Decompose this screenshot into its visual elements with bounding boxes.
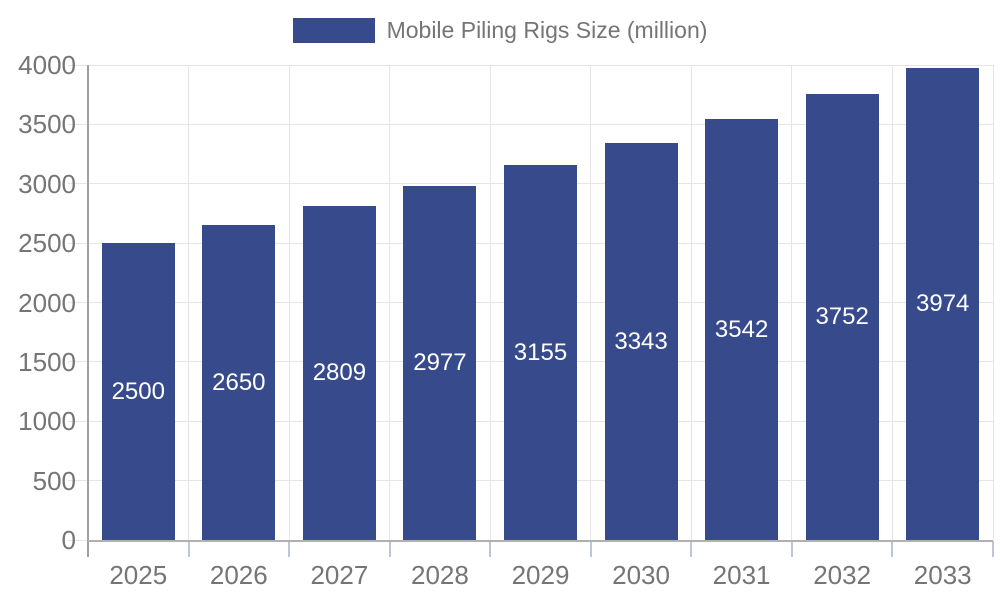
y-axis-tick	[68, 123, 88, 125]
y-axis-label: 3000	[18, 168, 76, 199]
y-axis-tick	[68, 64, 88, 66]
bar-value-label: 3343	[614, 327, 668, 355]
x-axis-tick	[891, 541, 894, 557]
bar-2030[interactable]	[604, 143, 678, 540]
y-axis-tick	[68, 183, 88, 185]
gridline-vertical	[188, 65, 190, 540]
y-axis-label: 1000	[18, 406, 76, 437]
gridline-vertical	[389, 65, 391, 540]
y-axis-label: 3500	[18, 109, 76, 140]
x-axis-label: 2027	[310, 560, 369, 590]
x-axis-label: 2031	[712, 560, 771, 590]
x-axis-label: 2030	[612, 560, 670, 590]
bar-2028[interactable]	[403, 186, 477, 540]
x-axis-line	[88, 540, 993, 542]
y-axis-tick	[68, 480, 88, 482]
x-axis-label: 2032	[813, 560, 872, 590]
y-axis-tick	[68, 302, 88, 303]
y-axis-label: 1500	[18, 346, 76, 377]
x-axis-label: 2025	[109, 560, 168, 590]
y-axis-label: 500	[32, 465, 76, 496]
bar-2033[interactable]	[906, 68, 980, 540]
bar-2031[interactable]	[705, 119, 779, 540]
x-axis-tick	[790, 541, 793, 557]
y-axis-line	[87, 65, 89, 557]
bar-2025[interactable]	[101, 243, 175, 540]
y-axis-tick	[68, 242, 88, 244]
bar-value-label: 2977	[413, 349, 467, 377]
x-axis-tick	[187, 541, 190, 557]
gridline-vertical	[891, 65, 893, 540]
bar-value-label: 3974	[916, 290, 970, 318]
bar-2029[interactable]	[504, 165, 577, 540]
x-axis-label: 2028	[411, 560, 469, 590]
y-axis-tick	[68, 361, 88, 363]
x-axis-tick	[388, 541, 391, 557]
gridline-vertical	[791, 65, 793, 540]
x-axis-label: 2033	[913, 560, 972, 590]
gridline-vertical	[288, 65, 290, 540]
gridline-vertical	[992, 65, 994, 540]
bar-value-label: 3542	[714, 315, 769, 343]
legend-label: Mobile Piling Rigs Size (million)	[386, 16, 708, 43]
legend-swatch	[292, 17, 375, 43]
x-axis-tick	[992, 541, 994, 557]
bar-2026[interactable]	[202, 225, 276, 540]
x-axis-tick	[589, 541, 592, 557]
y-axis-tick	[68, 539, 88, 541]
y-axis-label: 4000	[18, 50, 76, 80]
legend-item[interactable]: Mobile Piling Rigs Size (million)	[0, 15, 1000, 45]
x-axis-tick	[489, 541, 492, 557]
gridline-vertical	[690, 65, 692, 540]
bar-value-label: 2650	[212, 368, 266, 396]
y-axis-tick	[68, 420, 88, 422]
gridline-vertical	[489, 65, 491, 540]
bar-2032[interactable]	[805, 94, 879, 540]
x-axis-tick	[288, 541, 291, 557]
bar-value-label: 2500	[111, 377, 165, 405]
y-axis-label: 0	[61, 525, 76, 555]
x-axis-label: 2026	[209, 560, 268, 590]
y-axis-label: 2500	[18, 228, 76, 259]
bar-2027[interactable]	[302, 206, 376, 540]
x-axis-tick	[690, 541, 693, 557]
y-axis-label: 2000	[18, 287, 76, 318]
bar-value-label: 2809	[312, 359, 367, 387]
bar-value-label: 3155	[513, 338, 568, 366]
gridline-horizontal	[88, 64, 993, 66]
gridline-horizontal	[88, 123, 993, 125]
gridline-vertical	[590, 65, 592, 540]
bar-value-label: 3752	[815, 303, 869, 331]
x-axis-label: 2029	[511, 560, 570, 590]
